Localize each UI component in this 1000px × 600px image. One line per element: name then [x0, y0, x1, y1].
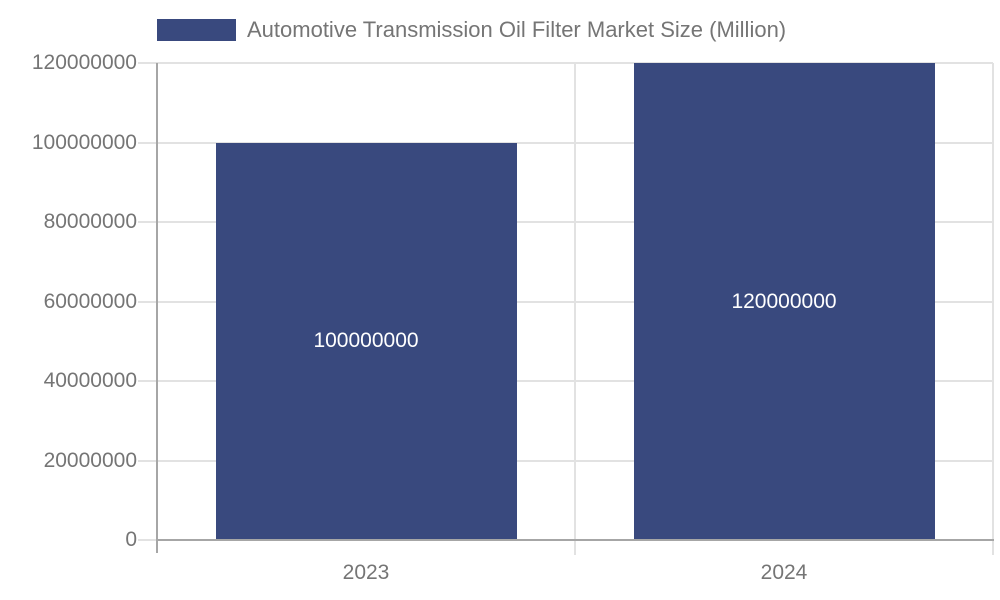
- y-tick-mark: [138, 539, 157, 541]
- bar: 100000000: [215, 142, 517, 540]
- bar-value-label: 120000000: [731, 289, 837, 313]
- y-tick-label: 20000000: [43, 448, 137, 472]
- x-tick-label: 2024: [760, 561, 808, 584]
- x-tick-label: 2023: [342, 561, 390, 584]
- plot-area: 100000000 120000000: [138, 62, 994, 555]
- x-axis-line: [156, 539, 994, 541]
- x-gridline: [992, 63, 994, 555]
- y-tick-label: 60000000: [43, 289, 137, 313]
- y-tick-mark: [138, 459, 157, 462]
- y-tick-mark: [138, 62, 157, 64]
- legend-label[interactable]: Automotive Transmission Oil Filter Marke…: [247, 17, 787, 42]
- y-axis-line: [156, 63, 158, 553]
- y-tick-mark: [138, 300, 157, 303]
- bar: 120000000: [633, 63, 935, 540]
- y-tick-label: 120000000: [31, 51, 137, 74]
- bar-value-label: 100000000: [313, 329, 419, 353]
- y-tick-label: 0: [125, 528, 137, 551]
- y-tick-label: 100000000: [31, 130, 137, 154]
- y-tick-mark: [138, 141, 157, 144]
- legend-swatch[interactable]: [157, 19, 236, 41]
- x-gridline: [574, 63, 576, 555]
- y-tick-label: 80000000: [43, 210, 137, 233]
- y-tick-mark: [138, 221, 157, 223]
- y-tick-label: 40000000: [43, 369, 137, 392]
- y-tick-mark: [138, 380, 157, 382]
